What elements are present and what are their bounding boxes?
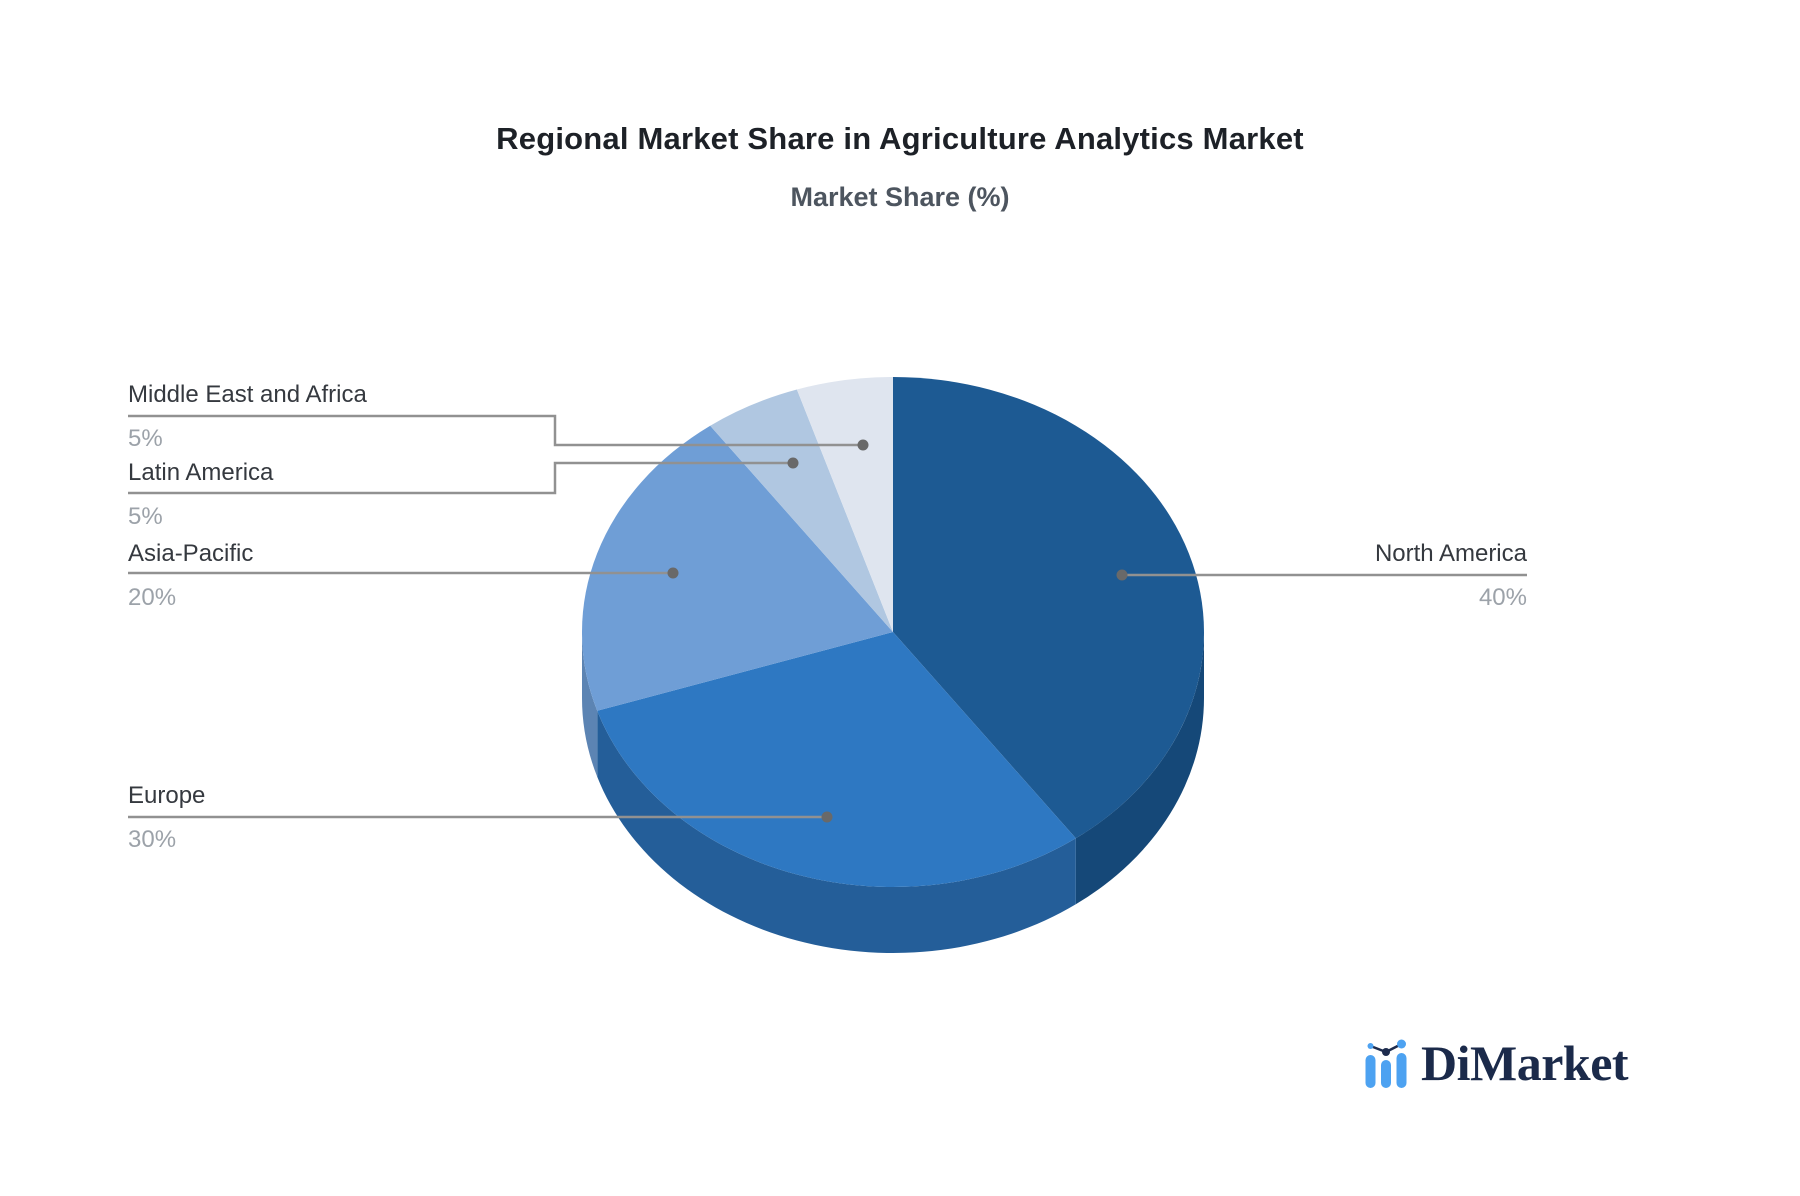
callout-latin-america: Latin America 5% [128,459,273,531]
pie-slice-asia-pacific[interactable] [581,425,893,711]
leader-dot-europe [821,811,833,823]
slice-value: 30% [128,826,177,853]
slice-label: Middle East and Africa [128,381,367,408]
pie-slice-middle-east-and-africa[interactable] [796,377,893,632]
pie-slice-side-north-america [1075,632,1204,905]
slice-value: 5% [128,425,163,452]
brand-logo: DiMarket [1365,1035,1629,1091]
slice-label: Latin America [128,459,274,486]
chart-subtitle: Market Share (%) [790,182,1010,212]
callout-middle-east-and-africa: Middle East and Africa 5% [128,381,367,453]
leader-dot-north-america [1116,569,1128,581]
slice-label: North America [1374,540,1527,567]
slice-label: Europe [128,782,206,809]
callout-europe: Europe 30% [128,782,205,854]
leader-dot-middle-east-and-africa [857,439,869,451]
pie-slice-side-europe [597,710,1076,954]
callout-asia-pacific: Asia-Pacific 20% [128,540,253,612]
slice-value: 40% [1478,584,1527,611]
pie-slice-north-america[interactable] [893,377,1204,839]
pie-slice-latin-america[interactable] [710,389,893,632]
slice-value: 5% [128,503,163,530]
pie-slice-side-asia-pacific [582,632,598,777]
brand-name: DiMarket [1421,1035,1629,1091]
bar-chart-trend-icon [1365,1039,1407,1088]
leader-dot-asia-pacific [667,567,679,579]
slice-value: 20% [128,584,177,611]
pie-slice-europe[interactable] [597,632,1076,888]
callout-north-america: North America 40% [1375,540,1527,612]
leader-dot-latin-america [787,457,799,469]
chart-title: Regional Market Share in Agriculture Ana… [496,121,1304,156]
leader-line-middle-east-and-africa [128,414,858,447]
slice-label: Asia-Pacific [128,540,254,567]
leader-line-latin-america [128,461,788,495]
